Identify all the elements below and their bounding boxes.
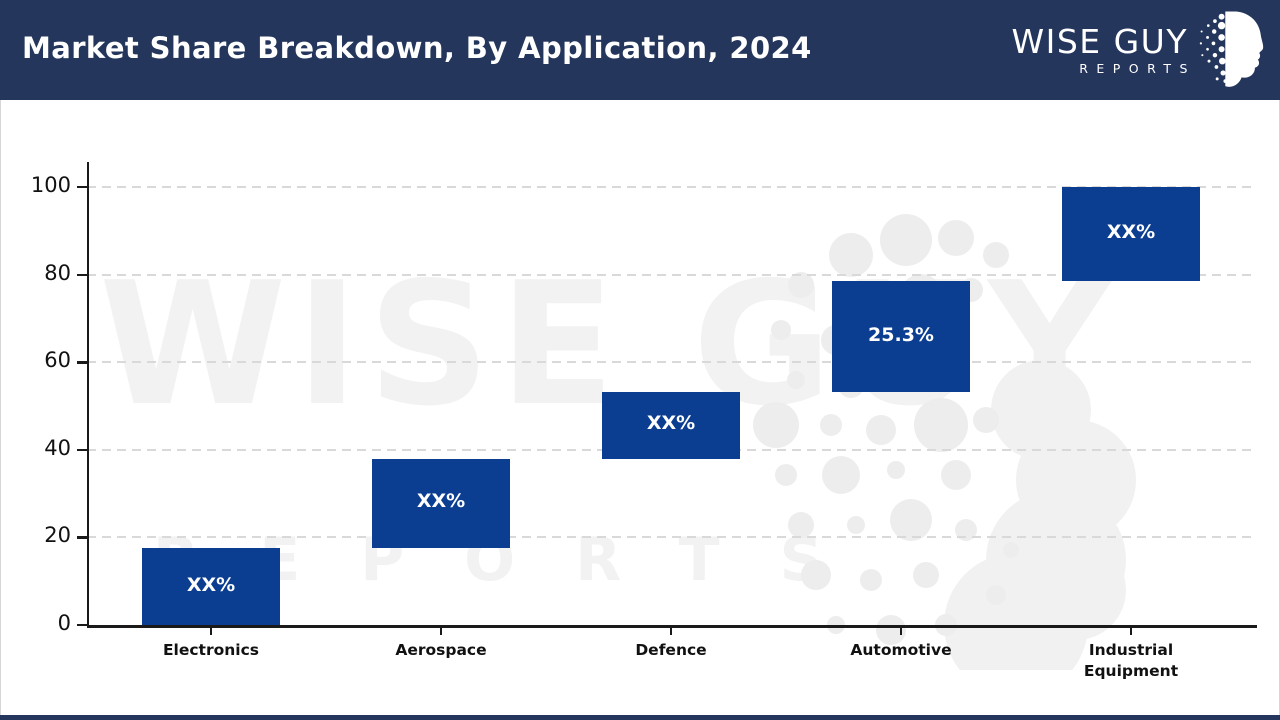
- y-tick-mark: [77, 448, 87, 452]
- gridline-20: [87, 536, 1257, 539]
- plot-region: 0 20 40 60 80 100 XX% Electronics XX% Aerospace XX…: [1, 100, 1279, 715]
- bar-value-label: 25.3%: [868, 323, 934, 346]
- x-axis: [87, 625, 1257, 628]
- x-tick-mark: [209, 627, 213, 635]
- y-tick-label: 20: [44, 523, 71, 548]
- y-tick-mark: [77, 186, 87, 189]
- bar-aerospace: [372, 458, 510, 549]
- x-category-label: Aerospace: [395, 641, 487, 659]
- gridline-80: [87, 273, 1257, 276]
- gridline-60: [87, 361, 1257, 364]
- y-tick-mark: [77, 273, 87, 276]
- footer-bar: [0, 715, 1280, 720]
- bar-value-label: XX%: [186, 573, 236, 596]
- wise-guy-logo: WISE GUY REPORTS: [1011, 9, 1266, 91]
- y-tick-label: 0: [57, 611, 71, 635]
- header: Market Share Breakdown, By Application, …: [0, 0, 1280, 100]
- logo-wordmark: WISE GUY: [1011, 21, 1188, 61]
- bar-value-label: XX%: [416, 490, 466, 513]
- bar-value-label: XX%: [646, 412, 696, 435]
- logo-face-icon: [1199, 11, 1264, 87]
- y-tick-label: 40: [44, 435, 71, 460]
- x-category-label: Industrial Equipment: [1083, 641, 1179, 680]
- x-category-label: Electronics: [162, 641, 260, 659]
- y-tick-mark: [77, 536, 87, 539]
- y-tick-label: 80: [44, 260, 71, 285]
- y-tick-label: 60: [44, 348, 71, 373]
- logo-subtitle: REPORTS: [1079, 60, 1196, 76]
- gridline-100: [87, 186, 1257, 188]
- y-axis: [87, 162, 90, 628]
- y-tick-mark: [77, 361, 87, 364]
- x-tick-mark: [1129, 627, 1133, 635]
- chart-area: WISE GUY REPORTS: [0, 100, 1280, 715]
- bar-industrial-equipment: [1062, 187, 1200, 282]
- y-tick-label: 100: [30, 173, 71, 197]
- x-category-label: Defence: [635, 641, 707, 659]
- bar-defence: [602, 391, 740, 459]
- x-tick-mark: [899, 627, 903, 635]
- page-title: Market Share Breakdown, By Application, …: [22, 31, 812, 65]
- logo-text: WISE GUY REPORTS: [1011, 25, 1188, 76]
- y-tick-mark: [77, 624, 87, 627]
- x-tick-mark: [439, 627, 443, 635]
- bar-automotive: [832, 281, 970, 392]
- bar-electronics: [142, 548, 280, 625]
- x-category-label: Automotive: [850, 641, 952, 659]
- bar-value-label: XX%: [1106, 221, 1156, 244]
- x-tick-mark: [669, 627, 673, 635]
